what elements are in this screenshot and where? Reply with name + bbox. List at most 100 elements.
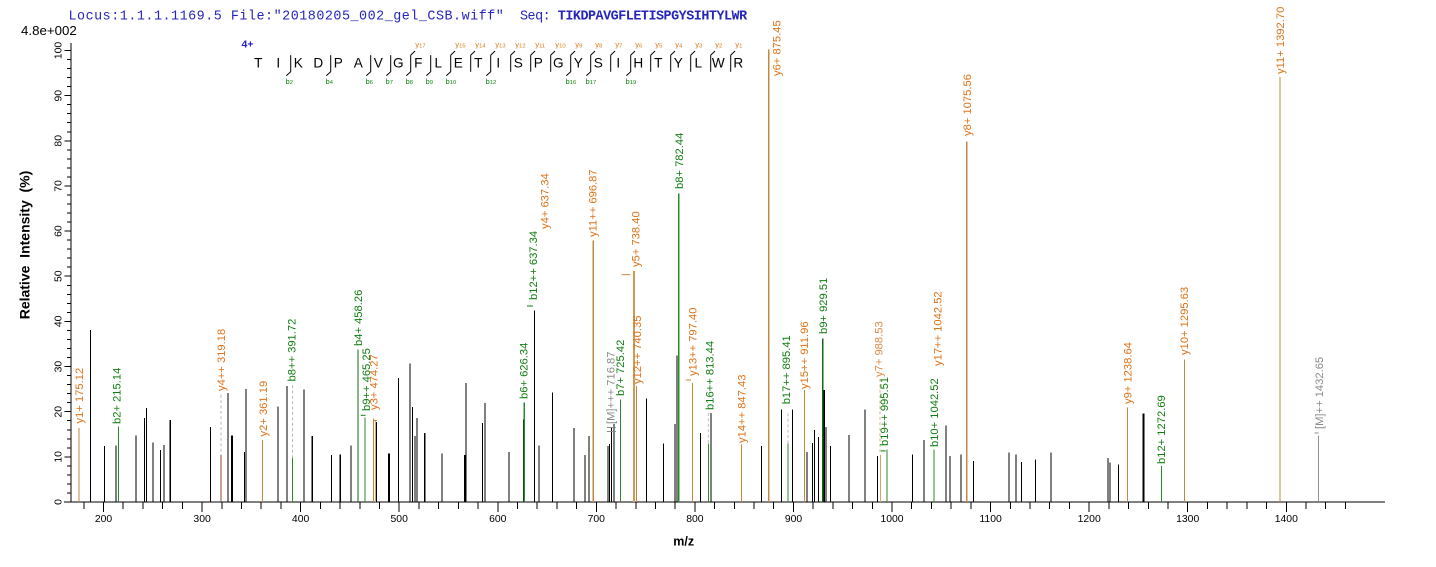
svg-text:H: H: [633, 56, 643, 71]
svg-text:40: 40: [54, 315, 65, 327]
svg-text:y13++ 797.40: y13++ 797.40: [687, 308, 699, 376]
svg-text:b2+ 215.14: b2+ 215.14: [112, 368, 124, 424]
svg-text:y8: y8: [595, 40, 602, 49]
svg-text:D: D: [313, 56, 323, 71]
svg-text:y12: y12: [515, 40, 525, 49]
svg-text:b9++ 465.25: b9++ 465.25: [361, 348, 373, 411]
svg-text:y4: y4: [675, 40, 683, 49]
svg-text:y17: y17: [415, 40, 425, 49]
svg-text:[M]+++ 716.87: [M]+++ 716.87: [606, 352, 618, 424]
svg-text:y6: y6: [635, 40, 642, 49]
svg-text:Relative Intensity (%): Relative Intensity (%): [17, 171, 33, 320]
svg-text:b12+ 1272.69: b12+ 1272.69: [1156, 395, 1168, 464]
svg-text:y17++ 1042.52: y17++ 1042.52: [933, 291, 945, 366]
svg-text:600: 600: [489, 514, 507, 525]
svg-text:y4++ 319.18: y4++ 319.18: [216, 329, 228, 391]
svg-text:b12++ 637.34: b12++ 637.34: [528, 231, 540, 300]
svg-text:y13: y13: [495, 40, 505, 49]
svg-text:y9+ 1238.64: y9+ 1238.64: [1123, 342, 1135, 404]
svg-text:P: P: [534, 56, 543, 71]
svg-text:L: L: [435, 56, 443, 71]
svg-text:A: A: [354, 56, 364, 71]
svg-text:L: L: [695, 56, 703, 71]
svg-text:b16: b16: [566, 77, 577, 86]
svg-text:b8+ 782.44: b8+ 782.44: [674, 133, 686, 189]
svg-text:b16++ 813.44: b16++ 813.44: [705, 341, 717, 410]
svg-text:I: I: [496, 56, 500, 71]
svg-text:y1: y1: [735, 40, 742, 49]
svg-text:P: P: [334, 56, 343, 71]
svg-text:Locus:1.1.1.1169.5 File:"20180: Locus:1.1.1.1169.5 File:"20180205_002_ge…: [69, 10, 505, 25]
svg-text:b8++ 391.72: b8++ 391.72: [286, 319, 298, 382]
svg-text:G: G: [393, 56, 404, 71]
svg-text:y7: y7: [615, 40, 622, 49]
svg-text:b7: b7: [386, 77, 393, 86]
svg-text:30: 30: [54, 361, 65, 373]
svg-text:100: 100: [54, 42, 65, 60]
svg-text:50: 50: [54, 270, 65, 282]
svg-text:b10+ 1042.52: b10+ 1042.52: [929, 378, 941, 447]
svg-text:R: R: [733, 56, 743, 71]
svg-text:T: T: [254, 56, 262, 71]
svg-text:y3: y3: [695, 40, 702, 49]
svg-text:1000: 1000: [880, 514, 903, 525]
svg-text:b9+ 929.51: b9+ 929.51: [818, 278, 830, 334]
svg-text:y7+ 988.53: y7+ 988.53: [873, 321, 885, 377]
svg-text:W: W: [712, 56, 725, 71]
svg-text:y15: y15: [455, 40, 465, 49]
svg-text:y14: y14: [475, 40, 486, 49]
svg-text:y1+ 175.12: y1+ 175.12: [74, 368, 86, 424]
svg-text:70: 70: [54, 180, 65, 192]
svg-text:y2+ 361.19: y2+ 361.19: [258, 381, 270, 437]
svg-text:b6+ 626.34: b6+ 626.34: [519, 343, 531, 399]
svg-text:b17++ 895.41: b17++ 895.41: [781, 335, 793, 404]
svg-text:y5: y5: [655, 40, 662, 49]
svg-text:1100: 1100: [979, 514, 1002, 525]
svg-text:y9: y9: [575, 40, 582, 49]
svg-text:E: E: [454, 56, 463, 71]
svg-text:b6: b6: [366, 77, 373, 86]
svg-text:20: 20: [54, 406, 65, 418]
svg-text:b4+ 458.26: b4+ 458.26: [353, 290, 365, 346]
svg-text:y11: y11: [535, 40, 545, 49]
svg-text:900: 900: [785, 514, 803, 525]
svg-text:b12: b12: [486, 77, 497, 86]
svg-text:m/z: m/z: [673, 535, 694, 549]
svg-text:y11+ 1392.70: y11+ 1392.70: [1275, 7, 1287, 74]
svg-text:b8: b8: [406, 77, 413, 86]
svg-text:b9: b9: [426, 77, 433, 86]
svg-text:0: 0: [54, 499, 65, 505]
svg-text:200: 200: [95, 514, 113, 525]
svg-text:y2: y2: [715, 40, 722, 49]
svg-text:T: T: [474, 56, 482, 71]
svg-text:y12++ 740.35: y12++ 740.35: [632, 316, 644, 384]
svg-text:b10: b10: [446, 77, 457, 86]
svg-text:S: S: [594, 56, 603, 71]
svg-text:b19: b19: [626, 77, 637, 86]
svg-text:y11++ 696.87: y11++ 696.87: [588, 169, 600, 237]
svg-text:500: 500: [391, 514, 409, 525]
svg-text:y6+ 875.45: y6+ 875.45: [771, 20, 783, 76]
svg-text:90: 90: [54, 90, 65, 102]
svg-text:10: 10: [54, 451, 65, 463]
svg-text:[M]++ 1432.65: [M]++ 1432.65: [1314, 357, 1326, 429]
svg-text:G: G: [553, 56, 564, 71]
svg-text:y10+ 1295.63: y10+ 1295.63: [1179, 287, 1191, 355]
svg-text:Y: Y: [574, 56, 583, 71]
svg-text:S: S: [514, 56, 523, 71]
svg-text:1400: 1400: [1275, 514, 1298, 525]
svg-text:60: 60: [54, 225, 65, 237]
svg-text:1300: 1300: [1176, 514, 1199, 525]
svg-text:b4: b4: [326, 77, 334, 86]
svg-text:1200: 1200: [1078, 514, 1101, 525]
svg-text:Y: Y: [674, 56, 683, 71]
svg-text:y10: y10: [555, 40, 565, 49]
svg-text:4.8e+002: 4.8e+002: [21, 23, 77, 38]
svg-text:F: F: [414, 56, 422, 71]
svg-text:I: I: [616, 56, 620, 71]
svg-text:T: T: [654, 56, 662, 71]
svg-text:b17: b17: [586, 77, 597, 86]
svg-text:b2: b2: [286, 77, 293, 86]
svg-text:700: 700: [588, 514, 606, 525]
svg-text:300: 300: [193, 514, 211, 525]
